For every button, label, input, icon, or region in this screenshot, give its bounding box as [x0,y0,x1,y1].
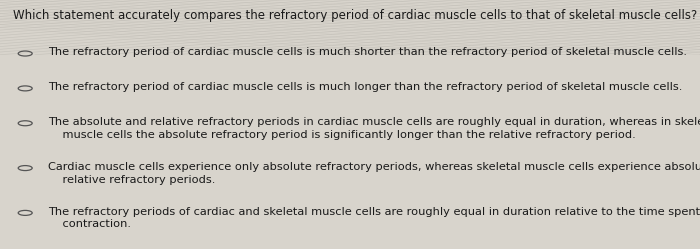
Text: Cardiac muscle cells experience only absolute refractory periods, whereas skelet: Cardiac muscle cells experience only abs… [48,162,700,185]
Text: The refractory period of cardiac muscle cells is much shorter than the refractor: The refractory period of cardiac muscle … [48,47,687,57]
Text: Which statement accurately compares the refractory period of cardiac muscle cell: Which statement accurately compares the … [13,9,697,22]
Text: The refractory periods of cardiac and skeletal muscle cells are roughly equal in: The refractory periods of cardiac and sk… [48,207,700,230]
Text: The refractory period of cardiac muscle cells is much longer than the refractory: The refractory period of cardiac muscle … [48,82,682,92]
Text: The absolute and relative refractory periods in cardiac muscle cells are roughly: The absolute and relative refractory per… [48,117,700,140]
